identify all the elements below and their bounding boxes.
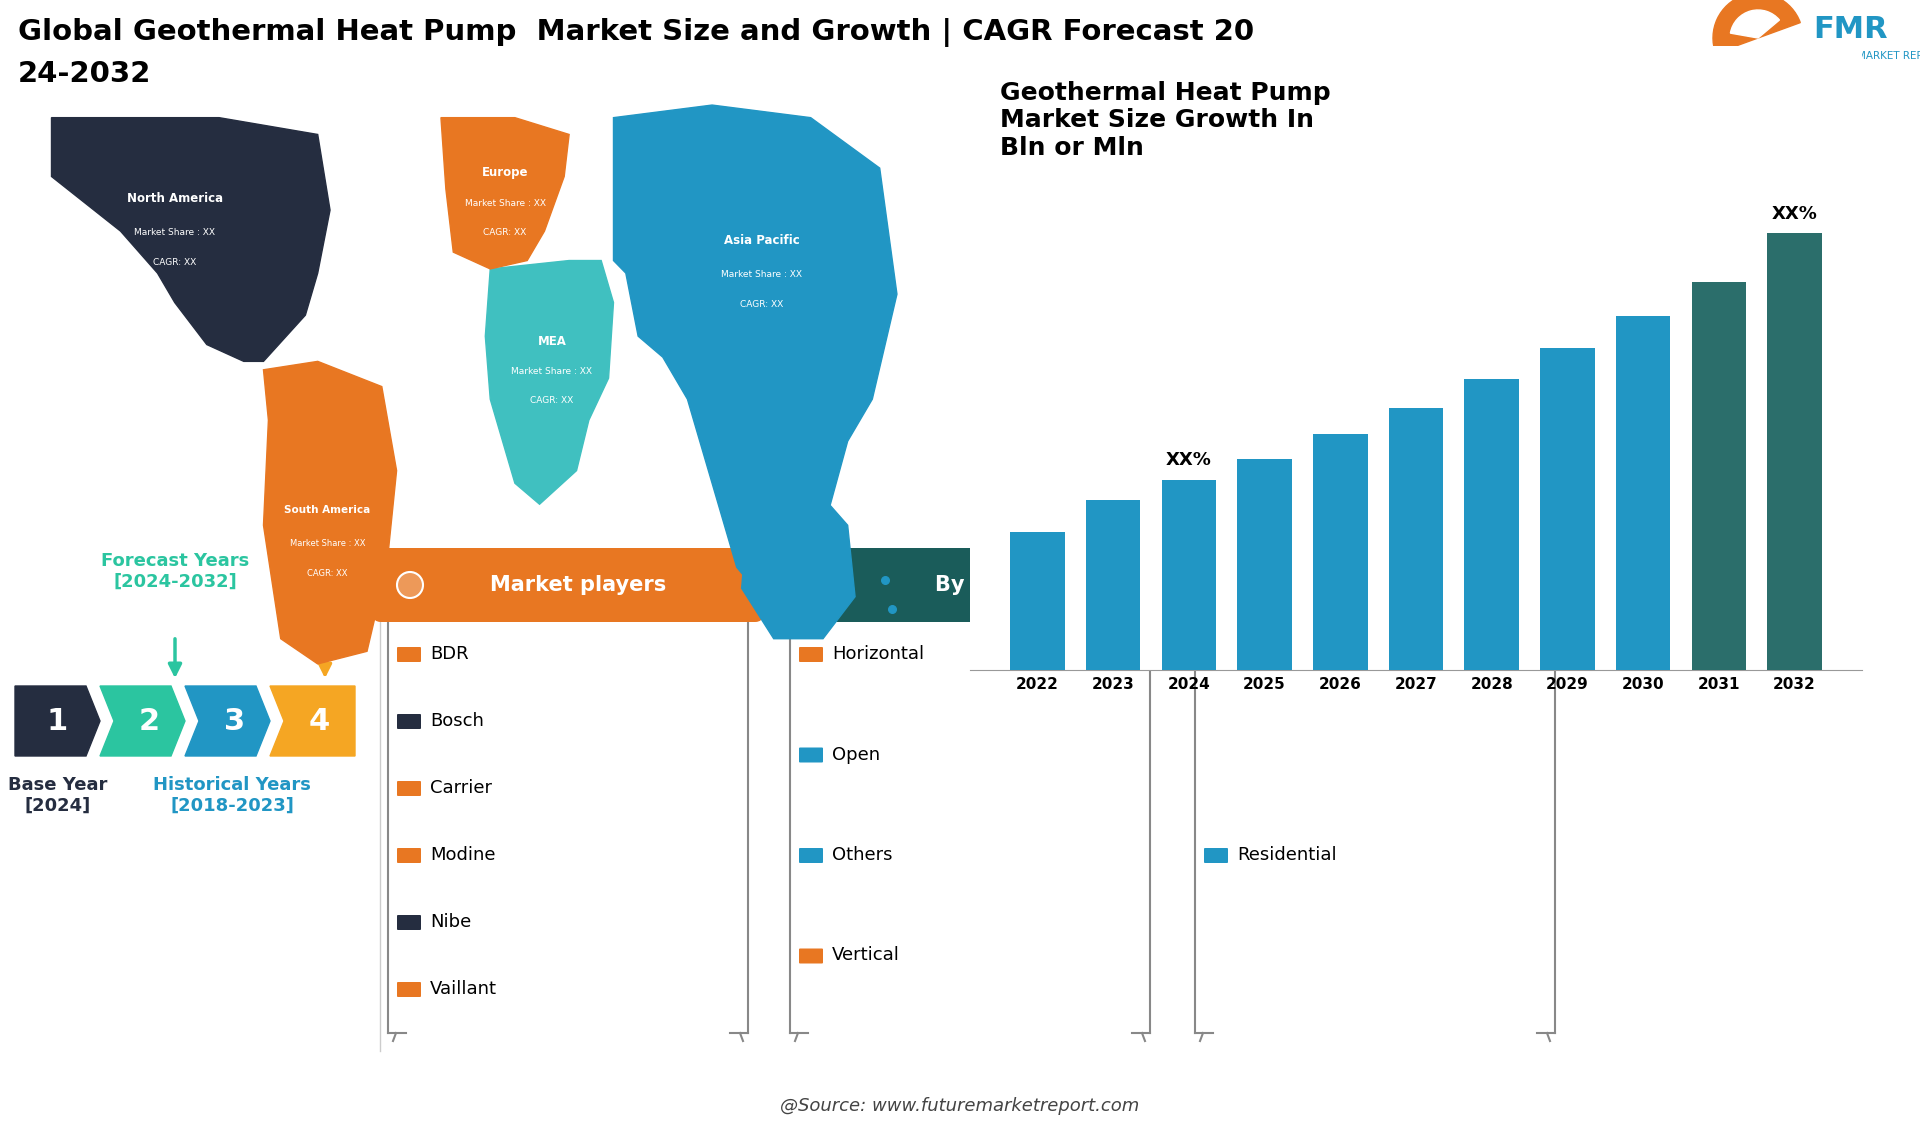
Text: North America: North America [127,191,223,205]
Text: Market Share : XX: Market Share : XX [465,199,545,207]
Bar [1692,282,1745,670]
Text: Base Year
[2024]: Base Year [2024] [8,776,108,815]
Polygon shape [100,686,184,756]
FancyBboxPatch shape [799,949,824,964]
Text: CAGR: XX: CAGR: XX [484,228,526,237]
FancyBboxPatch shape [1204,848,1229,863]
FancyBboxPatch shape [397,848,420,863]
Polygon shape [614,105,897,597]
Text: FUTURE MARKET REPORT: FUTURE MARKET REPORT [1812,52,1920,61]
Text: Carrier: Carrier [430,779,492,796]
Text: South America: South America [284,504,371,515]
Text: 3: 3 [225,706,246,736]
FancyBboxPatch shape [799,747,824,762]
Text: Market Share : XX: Market Share : XX [134,228,215,237]
Text: Forecast Years
[2024-2032]: Forecast Years [2024-2032] [102,552,250,591]
Text: Geothermal Heat Pump
Market Size Growth In
Bln or Mln: Geothermal Heat Pump Market Size Growth … [1000,80,1331,160]
Polygon shape [271,686,355,756]
Bar [1540,347,1596,670]
Bar [1162,479,1215,670]
Bar [1388,408,1444,670]
Text: Bosch: Bosch [430,712,484,730]
Text: 4: 4 [309,706,330,736]
Text: Market players: Market players [490,575,666,595]
Text: Global Geothermal Heat Pump  Market Size and Growth | CAGR Forecast 20: Global Geothermal Heat Pump Market Size … [17,18,1254,47]
Text: Open: Open [831,746,879,763]
FancyBboxPatch shape [799,848,824,863]
FancyBboxPatch shape [397,915,420,931]
Point [877,601,908,619]
Text: @Source: www.futuremarketreport.com: @Source: www.futuremarketreport.com [780,1097,1140,1115]
Text: 2: 2 [138,706,159,736]
Text: Historical Years
[2018-2023]: Historical Years [2018-2023] [154,776,311,815]
Text: CAGR
XX%%: CAGR XX%% [294,552,357,591]
Bar [1010,532,1066,670]
Text: By application: By application [1302,575,1469,595]
Text: CAGR: XX: CAGR: XX [739,300,783,308]
Text: Europe: Europe [482,166,528,180]
Text: 1: 1 [46,706,67,736]
Text: Vertical: Vertical [831,947,900,965]
Bar [1617,316,1670,670]
Circle shape [397,572,422,598]
Polygon shape [486,260,614,504]
Wedge shape [1713,0,1801,54]
FancyBboxPatch shape [397,647,420,662]
FancyBboxPatch shape [799,647,824,662]
Bar [1766,234,1822,670]
Text: CAGR: XX: CAGR: XX [307,568,348,578]
Text: XX%: XX% [1165,452,1212,469]
Text: Horizontal: Horizontal [831,645,924,664]
Bar [1087,501,1140,670]
Text: XX%: XX% [1772,205,1818,222]
Polygon shape [15,686,100,756]
Text: Modine: Modine [430,846,495,864]
FancyBboxPatch shape [397,782,420,796]
Point [870,571,900,589]
Text: Asia Pacific: Asia Pacific [724,234,799,246]
Bar [1313,434,1367,670]
Polygon shape [184,686,271,756]
Text: Others: Others [831,846,893,864]
Polygon shape [442,118,568,269]
FancyBboxPatch shape [776,548,1165,622]
Text: Market Share : XX: Market Share : XX [720,270,803,280]
Text: Vaillant: Vaillant [430,980,497,998]
Polygon shape [263,361,397,664]
Text: By type: By type [935,575,1025,595]
Text: CAGR: XX: CAGR: XX [154,258,196,267]
Text: Nibe: Nibe [430,913,470,931]
FancyBboxPatch shape [397,714,420,729]
Polygon shape [741,484,854,638]
Wedge shape [1726,53,1774,78]
Text: CAGR: XX: CAGR: XX [530,397,574,406]
Text: Commercial: Commercial [1236,645,1346,664]
FancyBboxPatch shape [372,548,764,622]
Text: MEA: MEA [538,335,566,347]
FancyBboxPatch shape [1204,647,1229,662]
FancyBboxPatch shape [397,982,420,997]
Bar [1236,458,1292,670]
Text: FMR: FMR [1812,16,1887,45]
Text: Market Share : XX: Market Share : XX [511,367,593,376]
Text: Residential: Residential [1236,846,1336,864]
FancyBboxPatch shape [1179,548,1571,622]
Circle shape [1204,572,1231,598]
Text: Market Share : XX: Market Share : XX [290,540,365,548]
Circle shape [799,572,826,598]
Text: 24-2032: 24-2032 [17,60,152,88]
Wedge shape [1730,10,1780,38]
Bar [1465,379,1519,670]
Polygon shape [52,118,330,361]
Text: BDR: BDR [430,645,468,664]
